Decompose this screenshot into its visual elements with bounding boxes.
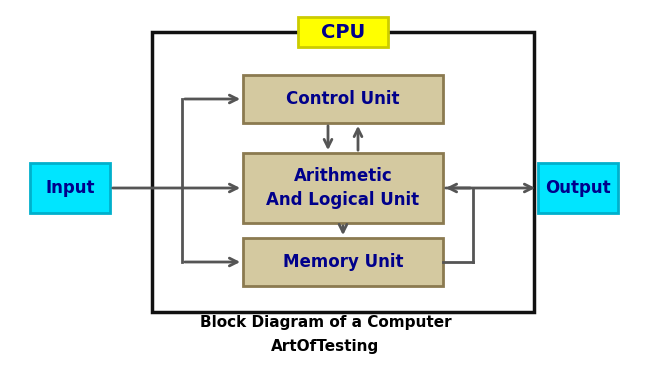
Text: Control Unit: Control Unit <box>286 90 400 108</box>
Bar <box>152 32 534 312</box>
Text: Input: Input <box>46 179 95 197</box>
Bar <box>538 163 618 213</box>
Text: ArtOfTesting: ArtOfTesting <box>271 340 380 354</box>
Bar <box>298 17 388 47</box>
Text: Memory Unit: Memory Unit <box>283 253 403 271</box>
Text: Block Diagram of a Computer: Block Diagram of a Computer <box>200 314 451 329</box>
Bar <box>243 153 443 223</box>
Text: Arithmetic
And Logical Unit: Arithmetic And Logical Unit <box>266 167 419 209</box>
Bar <box>243 238 443 286</box>
Text: CPU: CPU <box>321 23 365 42</box>
Bar <box>243 75 443 123</box>
Bar <box>30 163 110 213</box>
Text: Output: Output <box>545 179 611 197</box>
